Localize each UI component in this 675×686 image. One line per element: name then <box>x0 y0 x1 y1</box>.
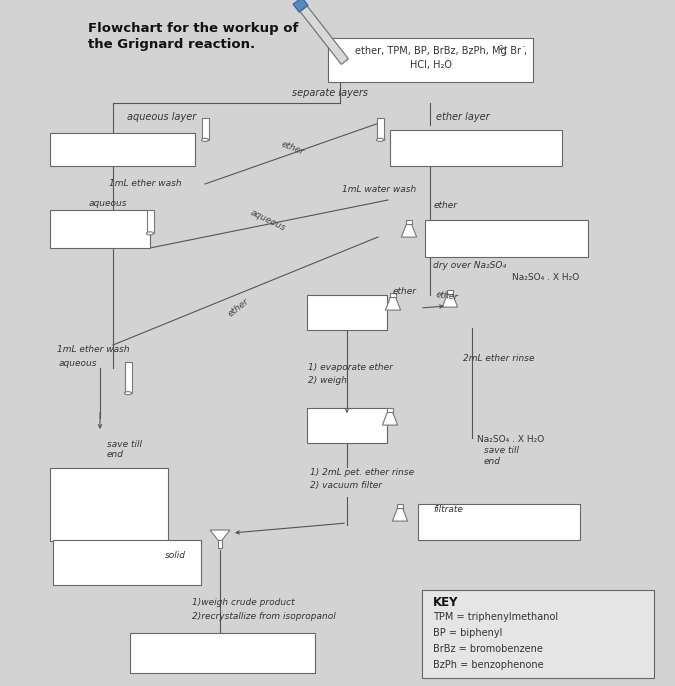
FancyBboxPatch shape <box>218 541 222 548</box>
Text: aqueous: aqueous <box>248 208 288 233</box>
Ellipse shape <box>202 139 209 141</box>
Text: 2mL ether rinse: 2mL ether rinse <box>463 354 535 363</box>
Ellipse shape <box>377 139 383 141</box>
Text: 2)recrystallize from isopropanol: 2)recrystallize from isopropanol <box>192 612 335 621</box>
Text: 1) 2mL pet. ether rinse: 1) 2mL pet. ether rinse <box>310 468 414 477</box>
Text: ether, TPM, BP, BrBz, BzPh, Mg: ether, TPM, BP, BrBz, BzPh, Mg <box>354 46 506 56</box>
Text: dry over Na₂SO₄: dry over Na₂SO₄ <box>433 261 506 270</box>
FancyBboxPatch shape <box>202 118 209 140</box>
Text: aqueous: aqueous <box>88 198 127 207</box>
FancyBboxPatch shape <box>390 130 562 166</box>
FancyBboxPatch shape <box>146 210 153 233</box>
FancyBboxPatch shape <box>50 210 150 248</box>
Text: Na₂SO₄ . X H₂O: Na₂SO₄ . X H₂O <box>512 274 579 283</box>
Text: 1mL ether wash: 1mL ether wash <box>57 346 130 355</box>
Text: aqueous: aqueous <box>59 359 97 368</box>
Text: separate layers: separate layers <box>292 88 368 98</box>
Text: TPM = triphenylmethanol: TPM = triphenylmethanol <box>433 612 558 622</box>
Polygon shape <box>402 224 416 237</box>
Text: ether: ether <box>225 297 250 319</box>
Text: 1)weigh crude product: 1)weigh crude product <box>192 598 294 607</box>
Text: ether: ether <box>280 139 306 156</box>
Text: Flowchart for the workup of: Flowchart for the workup of <box>88 22 298 35</box>
Text: save till
end: save till end <box>107 440 142 460</box>
FancyBboxPatch shape <box>50 133 195 166</box>
Polygon shape <box>300 5 348 64</box>
Text: ether layer: ether layer <box>436 112 489 122</box>
Text: BrBz = bromobenzene: BrBz = bromobenzene <box>433 644 543 654</box>
FancyBboxPatch shape <box>130 633 315 673</box>
Polygon shape <box>293 0 308 12</box>
FancyBboxPatch shape <box>406 220 412 224</box>
Text: 1) evaporate ether: 1) evaporate ether <box>308 363 393 372</box>
Text: 1mL water wash: 1mL water wash <box>342 185 416 195</box>
Ellipse shape <box>146 232 153 235</box>
Text: 2+: 2+ <box>499 45 509 51</box>
FancyBboxPatch shape <box>422 590 654 678</box>
Text: aqueous layer: aqueous layer <box>127 112 196 122</box>
Text: ether: ether <box>434 202 458 211</box>
FancyBboxPatch shape <box>307 408 387 443</box>
FancyBboxPatch shape <box>377 118 383 140</box>
FancyBboxPatch shape <box>124 362 132 393</box>
FancyBboxPatch shape <box>307 295 387 330</box>
Polygon shape <box>210 530 230 541</box>
Text: BzPh = benzophenone: BzPh = benzophenone <box>433 660 543 670</box>
Polygon shape <box>442 294 458 307</box>
FancyBboxPatch shape <box>448 290 453 294</box>
Text: ether: ether <box>435 290 458 302</box>
Text: ,: , <box>524 46 527 56</box>
Text: 1mL ether wash: 1mL ether wash <box>109 180 182 189</box>
FancyBboxPatch shape <box>328 38 533 82</box>
FancyBboxPatch shape <box>398 504 403 508</box>
Text: HCl, H₂O: HCl, H₂O <box>410 60 452 70</box>
Text: 2) weigh: 2) weigh <box>308 376 347 385</box>
Polygon shape <box>385 298 401 310</box>
FancyBboxPatch shape <box>50 468 168 541</box>
Polygon shape <box>382 412 398 425</box>
Text: Na₂SO₄ . X H₂O: Na₂SO₄ . X H₂O <box>477 436 544 445</box>
Text: BP = biphenyl: BP = biphenyl <box>433 628 502 638</box>
FancyBboxPatch shape <box>425 220 588 257</box>
FancyBboxPatch shape <box>390 293 396 298</box>
Text: KEY: KEY <box>433 596 458 609</box>
Text: ether: ether <box>393 287 417 296</box>
Text: filtrate: filtrate <box>433 506 463 514</box>
Text: 2) vacuum filter: 2) vacuum filter <box>310 481 382 490</box>
Text: , Br: , Br <box>504 46 522 56</box>
Text: the Grignard reaction.: the Grignard reaction. <box>88 38 255 51</box>
FancyBboxPatch shape <box>387 408 393 412</box>
Polygon shape <box>392 508 408 521</box>
Text: save till
end: save till end <box>484 447 519 466</box>
FancyBboxPatch shape <box>53 540 201 585</box>
Ellipse shape <box>124 392 132 394</box>
Text: ⁻: ⁻ <box>522 45 525 51</box>
FancyBboxPatch shape <box>418 504 580 540</box>
Text: solid: solid <box>165 550 186 560</box>
